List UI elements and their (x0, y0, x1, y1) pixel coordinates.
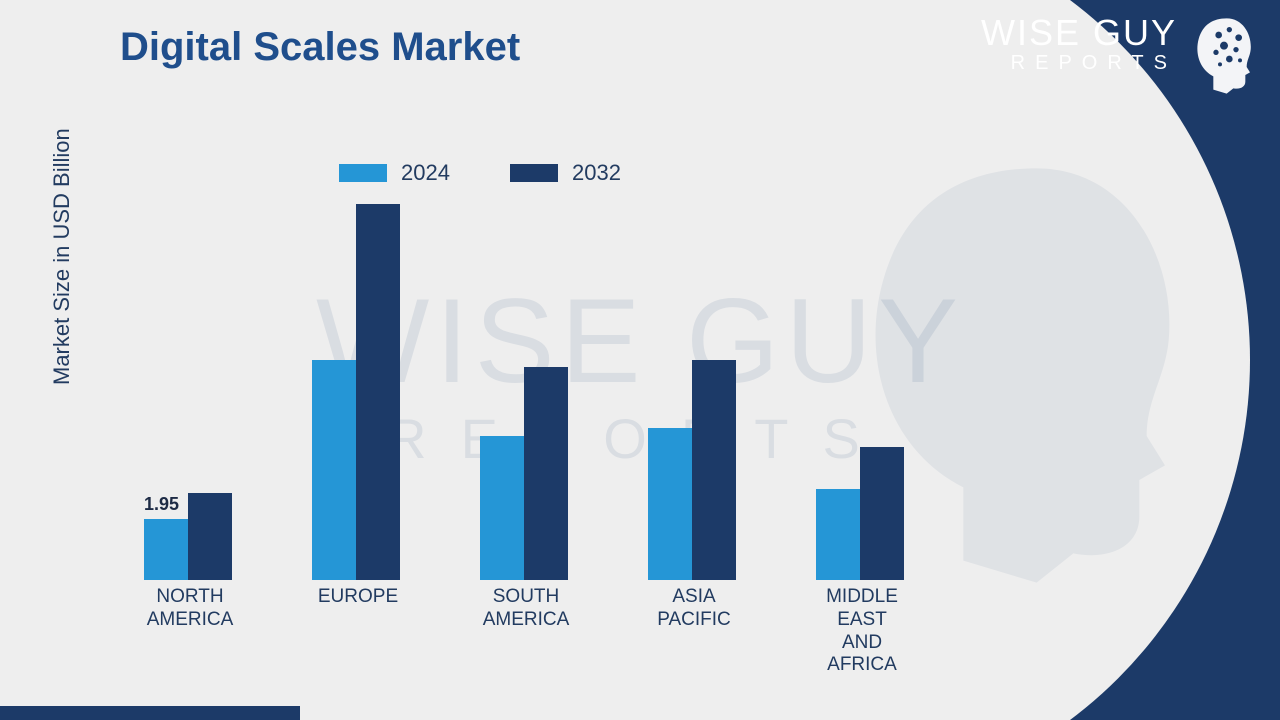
bar (144, 519, 188, 580)
legend-swatch-2032 (510, 164, 558, 182)
legend-item-2032: 2032 (510, 160, 621, 186)
bar (356, 204, 400, 580)
bar-value-label: 1.95 (144, 494, 179, 515)
bar (692, 360, 736, 580)
legend-item-2024: 2024 (339, 160, 450, 186)
brand-logo: WISE GUY REPORTS (981, 15, 1255, 73)
x-axis-labels: NORTHAMERICA EUROPE SOUTHAMERICA ASIAPACIFI… (110, 586, 950, 696)
bar (648, 428, 692, 580)
legend-swatch-2024 (339, 164, 387, 182)
legend: 2024 2032 (0, 160, 960, 186)
bar (860, 447, 904, 580)
bar (524, 367, 568, 580)
y-axis-label: Market Size in USD Billion (49, 128, 75, 385)
report-card: WISE GUY REPORTS Digital Scales Market W… (0, 0, 1280, 720)
legend-label-2024: 2024 (401, 160, 450, 186)
bar (816, 489, 860, 580)
legend-label-2032: 2032 (572, 160, 621, 186)
x-axis-label: NORTHAMERICA (120, 586, 260, 632)
brand-line1: WISE GUY (981, 15, 1177, 51)
x-axis-label: EUROPE (288, 586, 428, 609)
x-axis-label: SOUTHAMERICA (456, 586, 596, 632)
bar (312, 360, 356, 580)
bottom-accent-bar (0, 706, 300, 720)
bar (480, 436, 524, 580)
brand-line2: REPORTS (981, 53, 1177, 73)
x-axis-label: MIDDLEEASTANDAFRICA (792, 586, 932, 677)
chart-area: 1.95 (110, 200, 950, 580)
plot-area: 1.95 (110, 200, 950, 580)
chart-title: Digital Scales Market (120, 25, 520, 70)
bar (188, 493, 232, 580)
x-axis-label: ASIAPACIFIC (624, 586, 764, 632)
